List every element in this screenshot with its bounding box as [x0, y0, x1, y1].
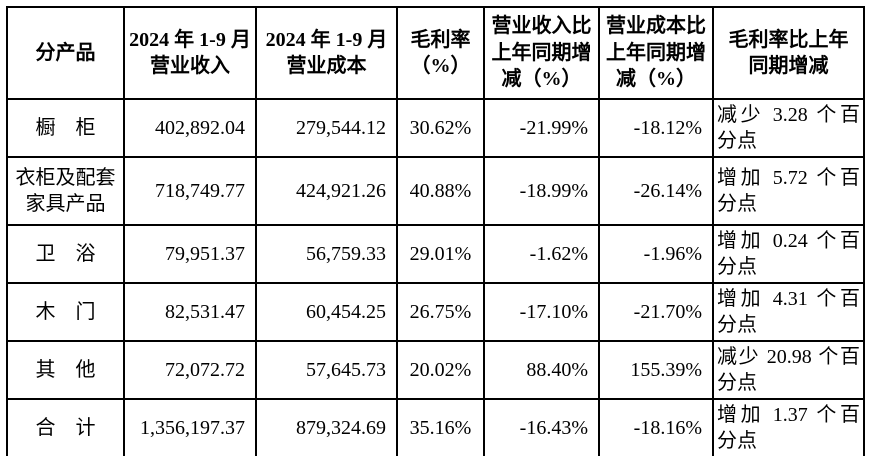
cell-revenue: 79,951.37	[123, 224, 257, 284]
cell-margin-change: 增加 1.37 个百分点	[712, 398, 865, 456]
cell-margin-change: 减少 3.28 个百分点	[712, 98, 865, 158]
cell-margin-change: 增加 4.31 个百分点	[712, 282, 865, 342]
cell-revenue: 82,531.47	[123, 282, 257, 342]
cell-cost-change: -1.96%	[598, 224, 714, 284]
header-margin-change: 毛利率比上年 同期增减	[712, 6, 865, 100]
cell-cost-change: -26.14%	[598, 156, 714, 226]
cell-cost-change: -18.12%	[598, 98, 714, 158]
cell-gross-margin: 40.88%	[396, 156, 485, 226]
cell-cost: 279,544.12	[255, 98, 398, 158]
cell-cost: 56,759.33	[255, 224, 398, 284]
cell-cost-change: 155.39%	[598, 340, 714, 400]
cell-margin-change: 减少 20.98 个百分点	[712, 340, 865, 400]
cell-cost-change: -21.70%	[598, 282, 714, 342]
cell-margin-change: 增加 5.72 个百分点	[712, 156, 865, 226]
header-gross-margin: 毛利率 （%）	[396, 6, 485, 100]
cell-revenue: 402,892.04	[123, 98, 257, 158]
cell-revenue: 1,356,197.37	[123, 398, 257, 456]
table-row-bathroom: 卫 浴 79,951.37 56,759.33 29.01% -1.62% -1…	[6, 224, 865, 284]
cell-cost: 60,454.25	[255, 282, 398, 342]
header-revenue-change: 营业收入比 上年同期增 减（%）	[483, 6, 600, 100]
cell-product: 衣柜及配套家具产品	[6, 156, 125, 226]
cell-revenue-change: -1.62%	[483, 224, 600, 284]
product-gross-margin-table: 分产品 2024 年 1-9 月 营业收入 2024 年 1-9 月 营业成本 …	[6, 6, 865, 456]
header-cost: 2024 年 1-9 月 营业成本	[255, 6, 398, 100]
cell-product: 橱 柜	[6, 98, 125, 158]
cell-cost-change: -18.16%	[598, 398, 714, 456]
cell-revenue-change: 88.40%	[483, 340, 600, 400]
cell-cost: 424,921.26	[255, 156, 398, 226]
cell-cost: 879,324.69	[255, 398, 398, 456]
cell-revenue-change: -17.10%	[483, 282, 600, 342]
table-row-others: 其 他 72,072.72 57,645.73 20.02% 88.40% 15…	[6, 340, 865, 400]
cell-revenue-change: -18.99%	[483, 156, 600, 226]
cell-product: 木 门	[6, 282, 125, 342]
table-row-cabinets: 橱 柜 402,892.04 279,544.12 30.62% -21.99%…	[6, 98, 865, 158]
cell-gross-margin: 26.75%	[396, 282, 485, 342]
cell-product: 合 计	[6, 398, 125, 456]
cell-margin-change: 增加 0.24 个百分点	[712, 224, 865, 284]
cell-gross-margin: 20.02%	[396, 340, 485, 400]
cell-gross-margin: 29.01%	[396, 224, 485, 284]
cell-revenue-change: -21.99%	[483, 98, 600, 158]
cell-gross-margin: 35.16%	[396, 398, 485, 456]
cell-product: 其 他	[6, 340, 125, 400]
table-row-total: 合 计 1,356,197.37 879,324.69 35.16% -16.4…	[6, 398, 865, 456]
cell-product: 卫 浴	[6, 224, 125, 284]
header-product: 分产品	[6, 6, 125, 100]
cell-revenue: 718,749.77	[123, 156, 257, 226]
table-row-wooden-doors: 木 门 82,531.47 60,454.25 26.75% -17.10% -…	[6, 282, 865, 342]
cell-cost: 57,645.73	[255, 340, 398, 400]
header-row: 分产品 2024 年 1-9 月 营业收入 2024 年 1-9 月 营业成本 …	[6, 6, 865, 100]
table-row-wardrobes: 衣柜及配套家具产品 718,749.77 424,921.26 40.88% -…	[6, 156, 865, 226]
header-revenue: 2024 年 1-9 月 营业收入	[123, 6, 257, 100]
header-cost-change: 营业成本比 上年同期增 减（%）	[598, 6, 714, 100]
cell-gross-margin: 30.62%	[396, 98, 485, 158]
cell-revenue-change: -16.43%	[483, 398, 600, 456]
cell-revenue: 72,072.72	[123, 340, 257, 400]
